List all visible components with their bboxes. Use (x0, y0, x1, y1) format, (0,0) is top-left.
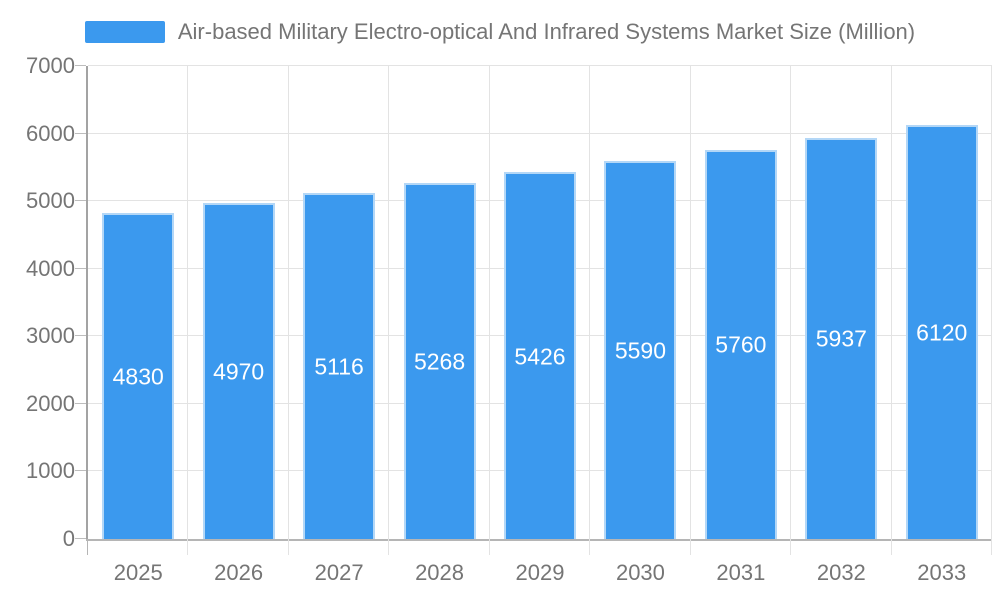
x-tick-mark (287, 539, 289, 555)
x-tick-mark (388, 539, 390, 555)
x-tick-mark (890, 539, 892, 555)
gridline-vertical (187, 66, 189, 539)
y-tick-mark (75, 65, 86, 66)
y-tick-label: 3000 (26, 323, 75, 349)
x-tick-label: 2031 (716, 560, 766, 585)
x-tick-mark (187, 539, 189, 555)
bar: 4830 (102, 212, 175, 539)
x-tick-mark (790, 539, 792, 555)
legend-label: Air-based Military Electro-optical And I… (177, 19, 916, 44)
gridline-horizontal (88, 65, 992, 66)
y-tick-label: 0 (62, 526, 75, 551)
x-tick-label: 2026 (214, 560, 264, 585)
y-tick-label: 1000 (26, 458, 75, 484)
x-tick-mark (87, 539, 88, 555)
gridline-vertical (287, 66, 289, 539)
legend-item[interactable]: Air-based Military Electro-optical And I… (84, 19, 916, 44)
bar-value-label: 4970 (213, 358, 265, 385)
x-tick-label: 2029 (515, 560, 565, 585)
y-tick-label: 4000 (26, 255, 75, 281)
y-tick-mark (75, 402, 86, 404)
bar: 5426 (504, 172, 576, 539)
y-tick-label: 7000 (26, 53, 75, 78)
gridline-vertical (890, 66, 892, 539)
y-tick-mark (75, 335, 86, 337)
x-tick-mark (488, 539, 490, 555)
gridline-vertical (790, 66, 792, 539)
gridline-vertical (589, 66, 591, 539)
gridline-vertical (388, 66, 390, 539)
legend: Air-based Military Electro-optical And I… (0, 20, 1000, 44)
y-tick-mark (75, 200, 86, 202)
x-tick-label: 2033 (917, 560, 967, 585)
bar-value-label: 5116 (314, 353, 364, 380)
bar-value-label: 5760 (715, 331, 767, 358)
bar-value-label: 5937 (815, 325, 867, 352)
bar-value-label: 5268 (413, 348, 466, 375)
x-tick-label: 2032 (816, 560, 866, 585)
x-tick-mark (991, 539, 992, 555)
bar: 5937 (805, 137, 878, 539)
y-tick-mark (75, 267, 86, 269)
plot-area: 0 1000 2000 3000 4000 5000 6000 7000 4830 2025 497… (26, 53, 992, 585)
x-tick-mark (589, 539, 591, 555)
bar-value-label: 5426 (514, 343, 566, 370)
bar: 4970 (202, 203, 275, 539)
bar-value-label: 4830 (112, 363, 164, 390)
bar: 5116 (303, 193, 376, 539)
legend-swatch-icon (84, 21, 165, 43)
gridline-vertical (991, 66, 992, 539)
x-tick-label: 2025 (113, 560, 163, 585)
gridline-vertical (488, 66, 490, 539)
y-tick-mark (75, 470, 86, 472)
x-tick-label: 2027 (314, 560, 364, 585)
y-tick-label: 2000 (26, 390, 75, 416)
bar: 6120 (905, 125, 978, 539)
x-tick-mark (689, 539, 691, 555)
bar: 5590 (604, 161, 677, 539)
y-tick-label: 6000 (26, 120, 75, 146)
bar: 5760 (704, 149, 777, 539)
y-tick-mark (75, 132, 86, 134)
y-tick-label: 5000 (26, 188, 75, 214)
gridline-horizontal (88, 132, 992, 134)
x-tick-label: 2028 (415, 560, 465, 585)
y-tick-mark (75, 538, 86, 539)
bar-value-label: 5590 (614, 337, 667, 364)
gridline-vertical (689, 66, 691, 539)
bar-value-label: 6120 (916, 319, 968, 346)
y-axis-line (86, 66, 88, 539)
x-axis-line (86, 539, 992, 541)
bar: 5268 (403, 183, 476, 539)
x-tick-label: 2030 (615, 560, 665, 585)
